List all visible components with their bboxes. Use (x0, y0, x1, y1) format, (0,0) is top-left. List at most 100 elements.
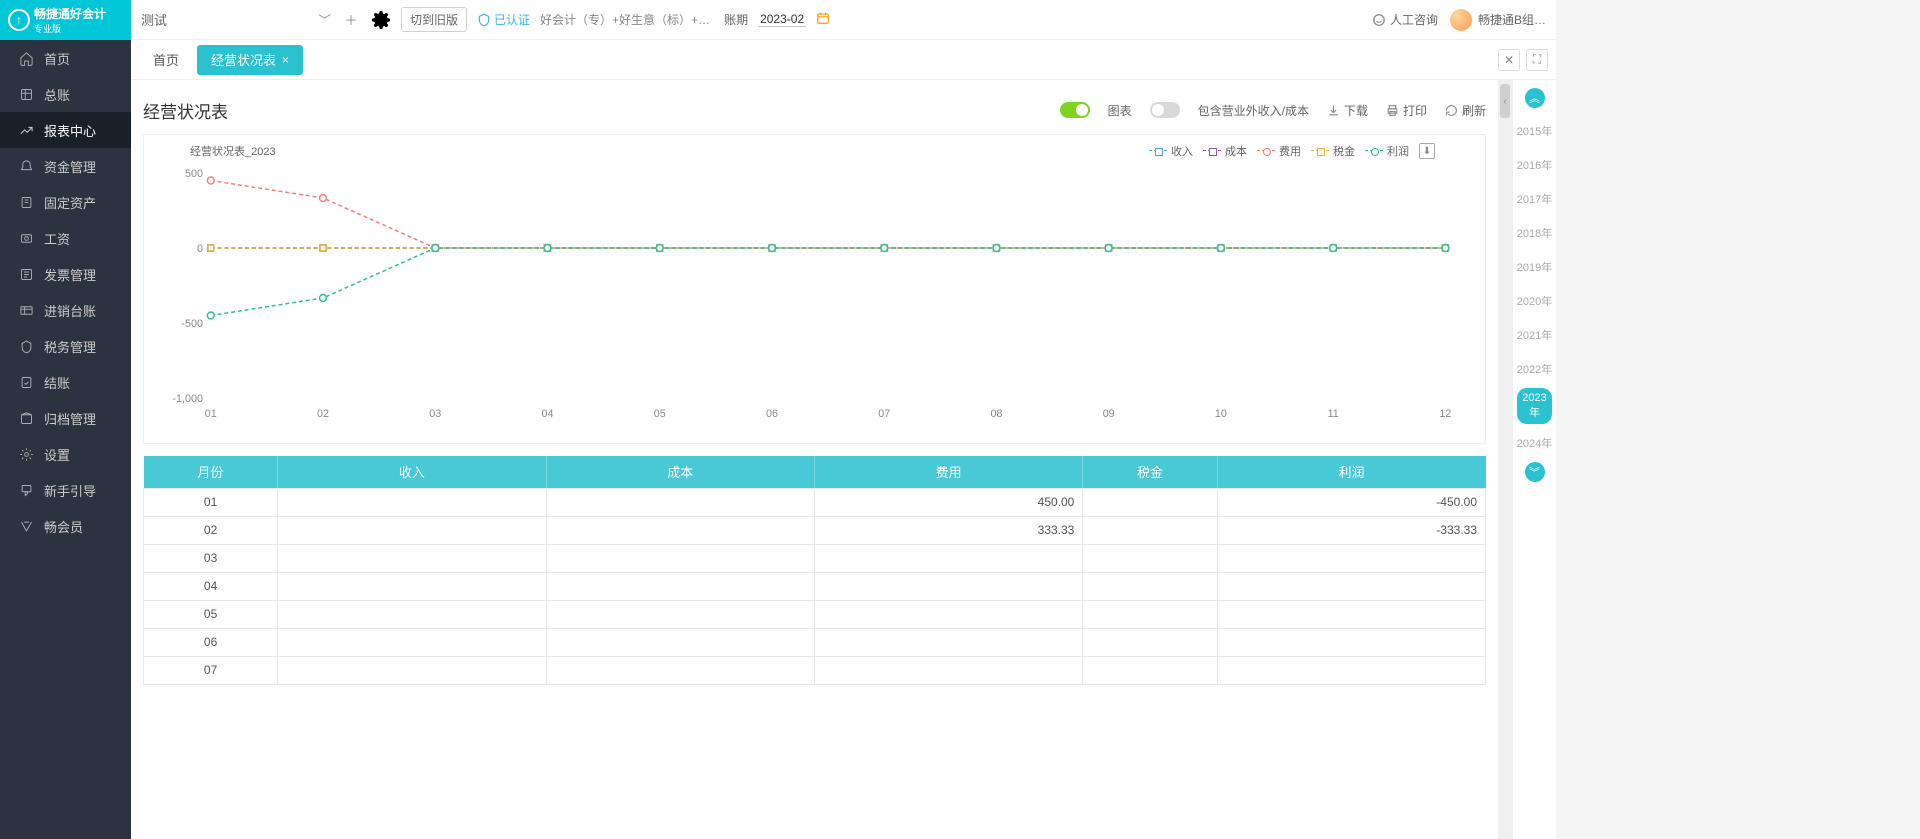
close-tab-button[interactable]: ✕ (1498, 49, 1520, 71)
extra-toggle[interactable] (1150, 102, 1180, 118)
year-2020年[interactable]: 2020年 (1513, 284, 1556, 318)
table-cell (1083, 488, 1217, 516)
table-cell (546, 628, 814, 656)
nav-icon (18, 374, 34, 390)
nav-icon (18, 230, 34, 246)
sidebar-item-label: 首页 (44, 49, 70, 68)
svg-text:09: 09 (1103, 408, 1115, 420)
chart-title: 经营状况表_2023 (190, 143, 276, 159)
cloud-icon: ↑ (8, 9, 30, 31)
sidebar-item-11[interactable]: 设置 (0, 436, 131, 472)
plan-text: 好会计（专）+好生意（标）+… (540, 11, 710, 28)
fullscreen-button[interactable]: ⛶ (1526, 49, 1548, 71)
table-cell (546, 600, 814, 628)
sidebar-item-label: 进销台账 (44, 301, 96, 320)
svg-text:02: 02 (317, 408, 329, 420)
nav-icon (18, 122, 34, 138)
table-cell (814, 600, 1082, 628)
table-row: 03 (144, 544, 1486, 572)
sidebar-item-label: 设置 (44, 445, 70, 464)
sidebar-item-1[interactable]: 总账 (0, 76, 131, 112)
table-cell: 333.33 (814, 516, 1082, 544)
sidebar-item-6[interactable]: 发票管理 (0, 256, 131, 292)
close-icon[interactable]: × (282, 53, 289, 67)
table-cell: 04 (144, 572, 278, 600)
legend-income[interactable]: 收入 (1149, 143, 1193, 159)
svg-text:08: 08 (990, 408, 1002, 420)
table-row: 02333.33-333.33 (144, 516, 1486, 544)
table-cell (814, 572, 1082, 600)
sidebar-item-8[interactable]: 税务管理 (0, 328, 131, 364)
scrollbar[interactable]: ‹ (1498, 80, 1512, 839)
sidebar-item-2[interactable]: 报表中心 (0, 112, 131, 148)
year-up-button[interactable]: ︽ (1525, 88, 1545, 108)
switch-old-button[interactable]: 切到旧版 (401, 7, 467, 32)
table-header-0: 月份 (144, 456, 278, 488)
legend-expense[interactable]: 费用 (1257, 143, 1301, 159)
sidebar-item-13[interactable]: 畅会员 (0, 508, 131, 544)
sidebar-item-12[interactable]: 新手引导 (0, 472, 131, 508)
page-header: 经营状况表 图表 包含营业外收入/成本 下载 打印 (143, 90, 1486, 130)
table-cell: 05 (144, 600, 278, 628)
legend-tax[interactable]: 税金 (1311, 143, 1355, 159)
sidebar-item-label: 发票管理 (44, 265, 96, 284)
avatar (1450, 9, 1472, 31)
svg-text:11: 11 (1328, 408, 1339, 420)
settings-icon[interactable] (371, 10, 391, 30)
table-row: 05 (144, 600, 1486, 628)
year-2021年[interactable]: 2021年 (1513, 318, 1556, 352)
sidebar-item-10[interactable]: 归档管理 (0, 400, 131, 436)
nav-icon (18, 482, 34, 498)
add-button[interactable]: ＋ (341, 10, 361, 30)
calendar-icon[interactable] (816, 11, 830, 28)
nav-icon (18, 518, 34, 534)
year-2019年[interactable]: 2019年 (1513, 250, 1556, 284)
year-2024年[interactable]: 2024年 (1513, 426, 1556, 460)
print-button[interactable]: 打印 (1386, 102, 1427, 119)
sidebar-item-0[interactable]: 首页 (0, 40, 131, 76)
sidebar-item-5[interactable]: 工资 (0, 220, 131, 256)
company-select[interactable]: 测试 ﹀ (141, 10, 331, 29)
table-cell (1217, 544, 1485, 572)
table-header-4: 税金 (1083, 456, 1217, 488)
tab-label: 经营状况表 (211, 50, 276, 69)
chart: 经营状况表_2023 收入成本费用税金利润⬇ 5000-500-1,000010… (143, 134, 1486, 444)
nav-icon (18, 302, 34, 318)
download-button[interactable]: 下载 (1327, 102, 1368, 119)
year-2023年[interactable]: 2023年 (1517, 388, 1552, 424)
refresh-button[interactable]: 刷新 (1445, 102, 1486, 119)
consult-button[interactable]: 人工咨询 (1372, 11, 1438, 28)
table-cell: 06 (144, 628, 278, 656)
table-header-1: 收入 (278, 456, 546, 488)
scroll-handle[interactable]: ‹ (1500, 84, 1510, 118)
save-chart-icon[interactable]: ⬇ (1419, 143, 1435, 159)
year-2015年[interactable]: 2015年 (1513, 114, 1556, 148)
sidebar-item-7[interactable]: 进销台账 (0, 292, 131, 328)
nav-icon (18, 446, 34, 462)
year-2022年[interactable]: 2022年 (1513, 352, 1556, 386)
sidebar-item-9[interactable]: 结账 (0, 364, 131, 400)
legend-profit[interactable]: 利润 (1365, 143, 1409, 159)
legend-cost[interactable]: 成本 (1203, 143, 1247, 159)
year-down-button[interactable]: ︾ (1525, 462, 1545, 482)
svg-text:04: 04 (542, 408, 554, 420)
svg-text:10: 10 (1215, 408, 1227, 420)
user-menu[interactable]: 畅捷通B组… (1450, 9, 1546, 31)
table-cell (278, 656, 546, 684)
year-2018年[interactable]: 2018年 (1513, 216, 1556, 250)
table-header-3: 费用 (814, 456, 1082, 488)
sidebar-item-4[interactable]: 固定资产 (0, 184, 131, 220)
sidebar-item-3[interactable]: 资金管理 (0, 148, 131, 184)
chart-toggle[interactable] (1060, 102, 1090, 118)
table-cell (546, 544, 814, 572)
table-cell: 03 (144, 544, 278, 572)
extra-toggle-label: 包含营业外收入/成本 (1198, 102, 1309, 119)
table-row: 04 (144, 572, 1486, 600)
tab-0[interactable]: 首页 (139, 45, 193, 75)
year-2017年[interactable]: 2017年 (1513, 182, 1556, 216)
brand-name: 畅捷通好会计 (34, 7, 106, 21)
year-2016年[interactable]: 2016年 (1513, 148, 1556, 182)
tab-1[interactable]: 经营状况表 × (197, 45, 303, 75)
table-cell: 02 (144, 516, 278, 544)
period-value[interactable]: 2023-02 (758, 12, 806, 27)
